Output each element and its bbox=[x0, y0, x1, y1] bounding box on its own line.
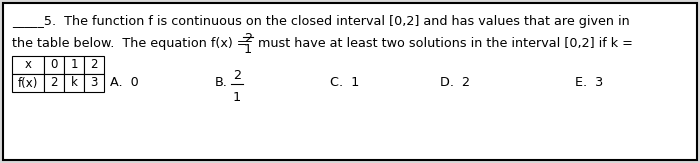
Text: 0: 0 bbox=[50, 59, 57, 72]
Text: D.  2: D. 2 bbox=[440, 76, 470, 89]
Text: A.  0: A. 0 bbox=[110, 76, 139, 89]
Text: must have at least two solutions in the interval [0,2] if k =: must have at least two solutions in the … bbox=[258, 37, 633, 50]
Text: E.  3: E. 3 bbox=[575, 76, 603, 89]
Bar bbox=[44, 74, 64, 92]
Text: 2: 2 bbox=[244, 32, 252, 45]
Text: k: k bbox=[71, 76, 78, 89]
Bar bbox=[64, 74, 84, 92]
Text: B.: B. bbox=[215, 76, 228, 89]
Bar bbox=[84, 74, 104, 92]
Bar bbox=[64, 56, 84, 74]
Text: 2: 2 bbox=[90, 59, 98, 72]
Text: 1: 1 bbox=[233, 91, 241, 104]
Bar bbox=[44, 56, 64, 74]
Bar bbox=[12, 74, 44, 92]
Text: 1: 1 bbox=[70, 59, 78, 72]
Text: C.  1: C. 1 bbox=[330, 76, 359, 89]
Bar bbox=[12, 56, 44, 74]
Text: 1: 1 bbox=[244, 43, 252, 56]
Text: 2: 2 bbox=[50, 76, 57, 89]
Text: 2: 2 bbox=[233, 69, 241, 82]
Bar bbox=[84, 56, 104, 74]
Text: _____5.  The function f is continuous on the closed interval [0,2] and has value: _____5. The function f is continuous on … bbox=[12, 15, 630, 28]
Text: x: x bbox=[25, 59, 32, 72]
Text: 3: 3 bbox=[90, 76, 98, 89]
Text: f(x): f(x) bbox=[18, 76, 38, 89]
Text: the table below.  The equation f(x) =: the table below. The equation f(x) = bbox=[12, 37, 248, 50]
